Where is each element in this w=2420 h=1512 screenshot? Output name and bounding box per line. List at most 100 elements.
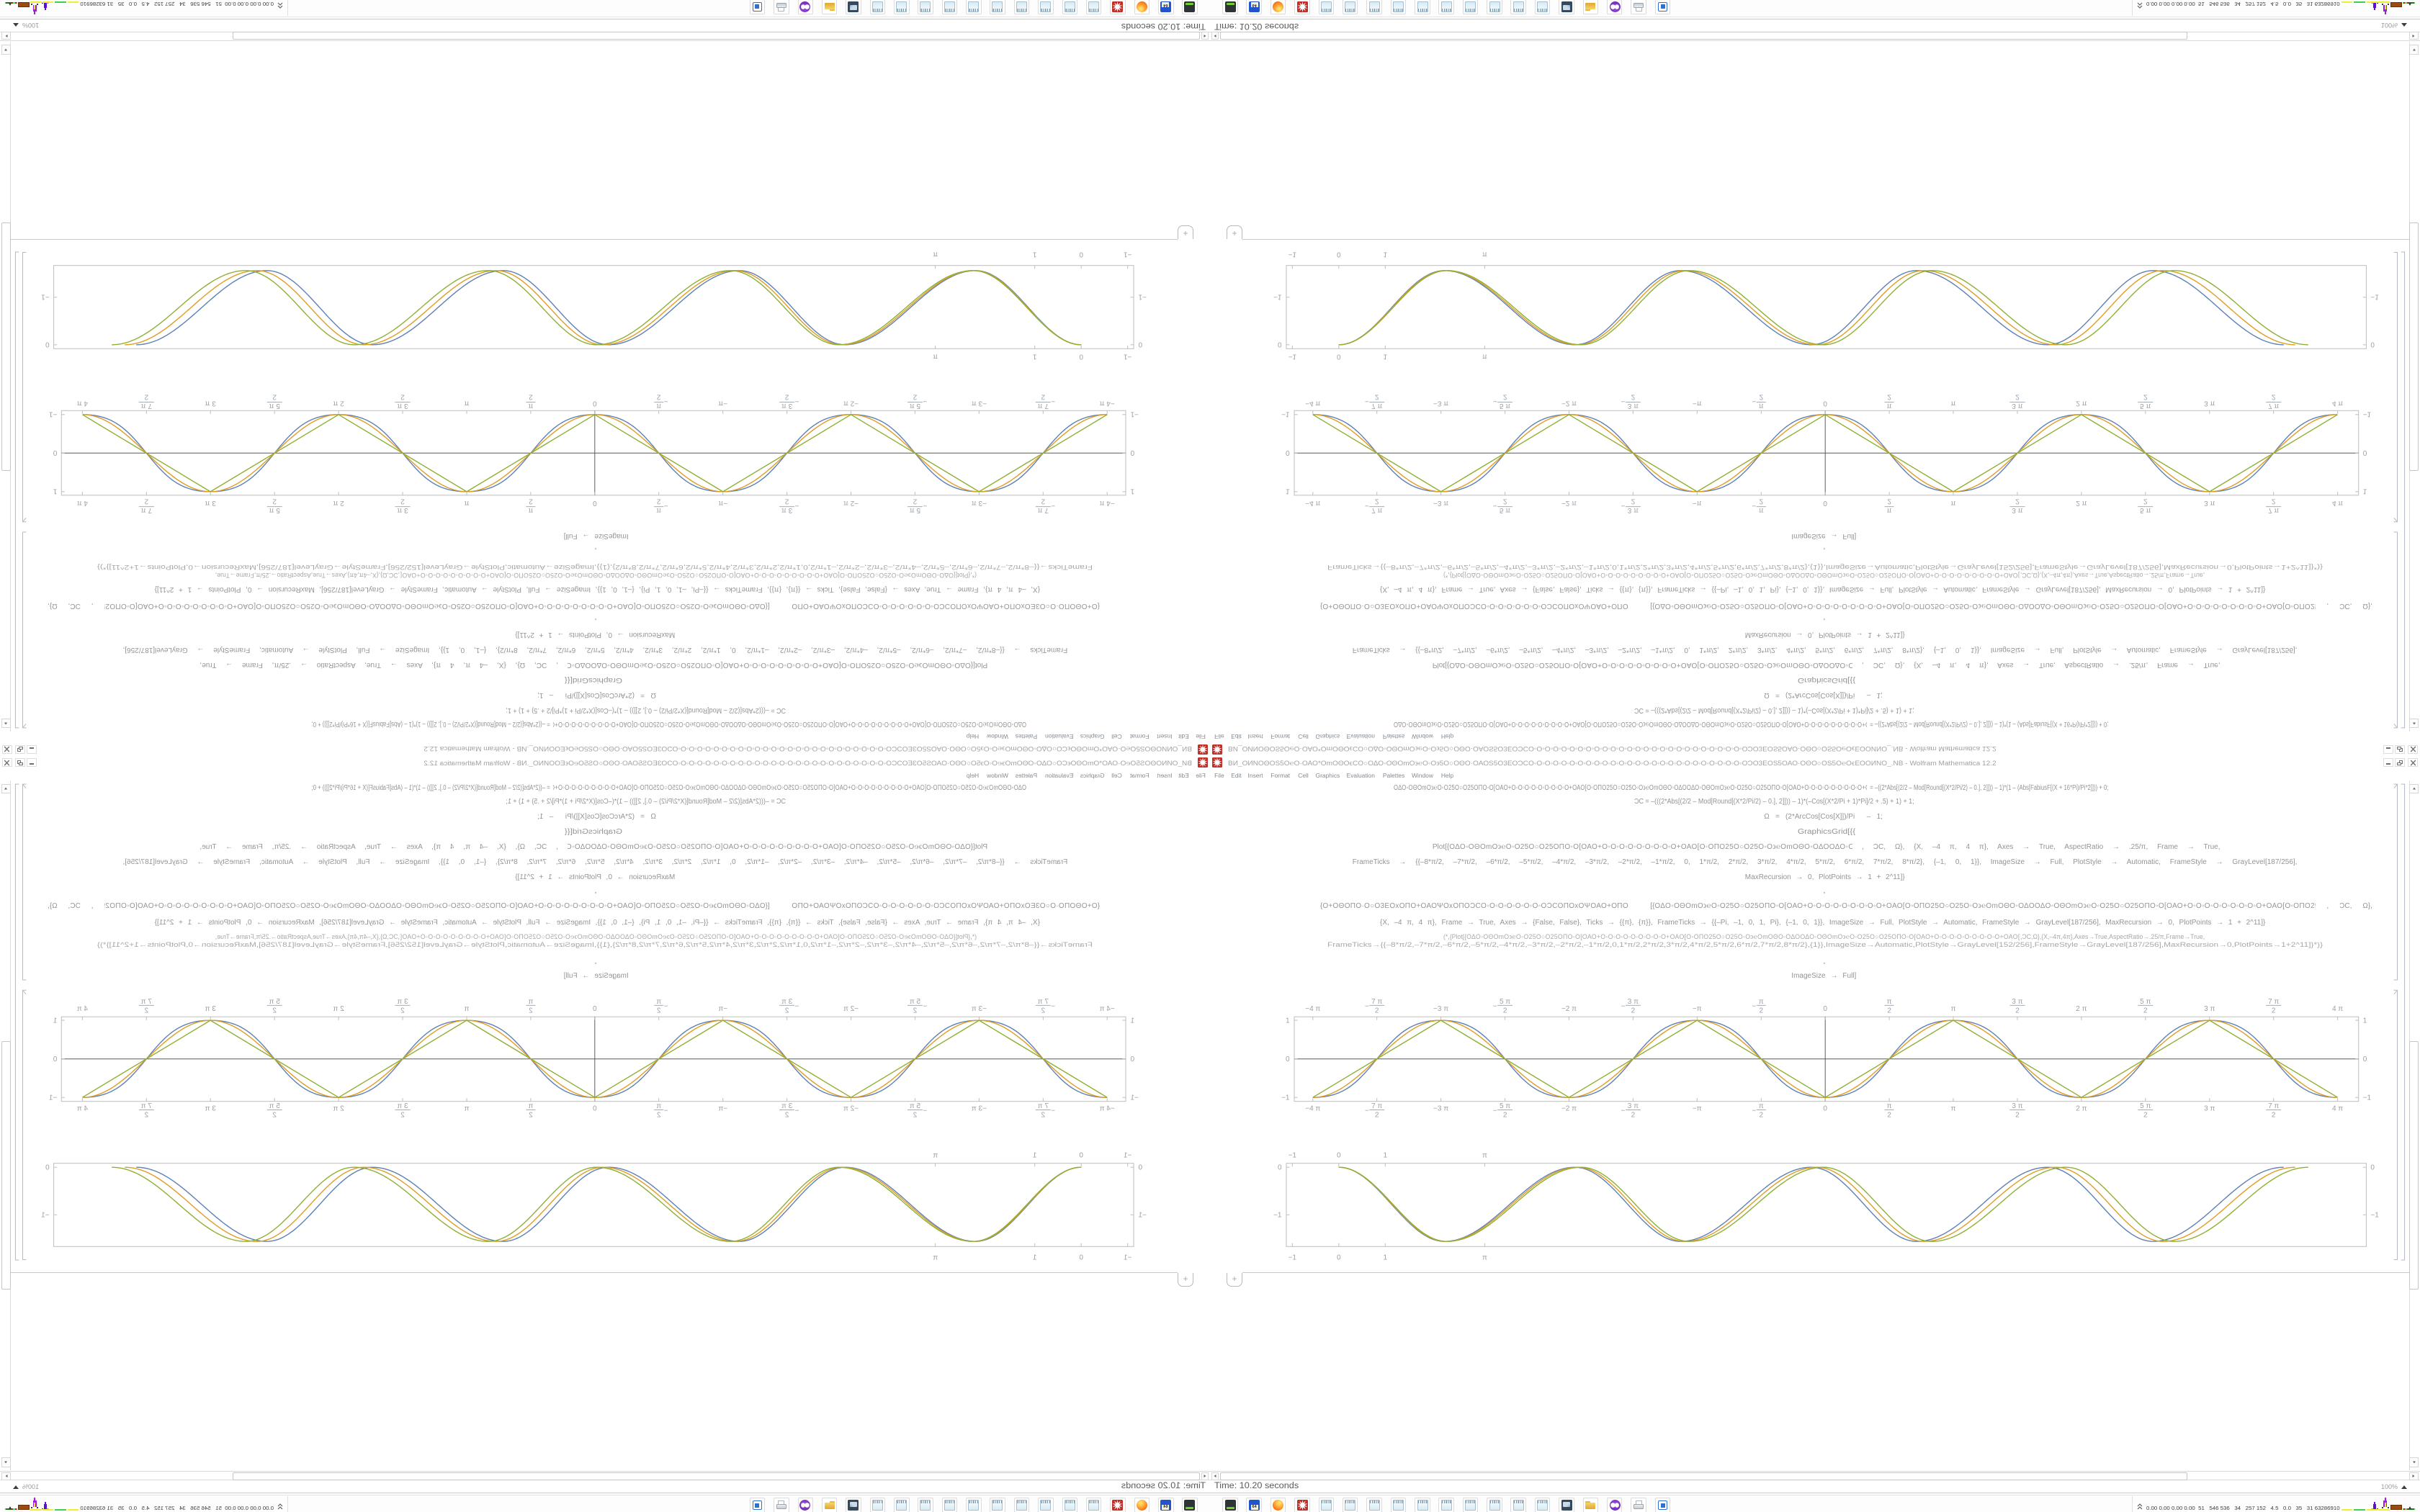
- svg-text:0: 0: [593, 499, 597, 507]
- svg-text:2: 2: [272, 1007, 277, 1015]
- svg-text:4 π: 4 π: [77, 499, 88, 507]
- svg-text:−: −: [923, 397, 927, 405]
- svg-text:3 π: 3 π: [2204, 1005, 2215, 1013]
- svg-text:−1: −1: [1124, 1152, 1132, 1160]
- svg-text:π: π: [1482, 1254, 1487, 1262]
- svg-text:4 π: 4 π: [2332, 400, 2343, 408]
- svg-text:−: −: [664, 397, 668, 405]
- svg-text:−π: −π: [1693, 499, 1702, 507]
- svg-text:2 π: 2 π: [2076, 400, 2087, 408]
- svg-text:0: 0: [45, 1164, 50, 1171]
- svg-text:2: 2: [784, 1007, 789, 1015]
- svg-text:π: π: [1951, 400, 1956, 408]
- svg-text:2: 2: [784, 1112, 789, 1120]
- svg-text:2: 2: [913, 1112, 917, 1120]
- svg-text:2: 2: [1503, 1007, 1507, 1015]
- svg-text:2: 2: [1631, 393, 1636, 401]
- svg-text:−π: −π: [718, 499, 727, 507]
- svg-text:−1: −1: [1273, 1211, 1282, 1219]
- svg-text:2: 2: [656, 393, 660, 401]
- svg-text:π: π: [1951, 499, 1956, 507]
- svg-text:π: π: [656, 1102, 661, 1110]
- svg-text:5 π: 5 π: [2140, 1102, 2151, 1110]
- svg-text:−: −: [794, 1003, 799, 1011]
- svg-text:π: π: [464, 400, 469, 408]
- svg-text:0: 0: [2363, 1056, 2367, 1063]
- svg-text:π: π: [1887, 998, 1892, 1006]
- svg-text:−: −: [1752, 502, 1756, 510]
- svg-text:2: 2: [1631, 498, 1636, 505]
- svg-text:−: −: [1051, 502, 1055, 510]
- svg-text:−: −: [1493, 397, 1497, 405]
- svg-text:−: −: [1621, 1107, 1626, 1115]
- svg-text:3 π: 3 π: [2012, 1102, 2022, 1110]
- svg-text:−1: −1: [1130, 410, 1139, 418]
- svg-text:−1: −1: [1281, 410, 1290, 418]
- svg-text:2: 2: [913, 393, 917, 401]
- svg-text:2: 2: [272, 498, 277, 505]
- svg-text:−: −: [923, 1107, 927, 1115]
- svg-text:7 π: 7 π: [1038, 1102, 1049, 1110]
- svg-text:−π: −π: [718, 1005, 727, 1013]
- svg-text:2: 2: [2015, 1112, 2020, 1120]
- svg-text:π: π: [1482, 353, 1487, 361]
- svg-text:−: −: [1365, 397, 1369, 405]
- svg-text:3 π: 3 π: [781, 506, 792, 514]
- svg-text:−1: −1: [2363, 1094, 2372, 1102]
- svg-text:2: 2: [529, 1112, 533, 1120]
- svg-text:1: 1: [1286, 487, 1290, 495]
- svg-text:π: π: [656, 998, 661, 1006]
- svg-text:1: 1: [53, 1017, 57, 1025]
- svg-text:3 π: 3 π: [1628, 506, 1639, 514]
- svg-text:2: 2: [1375, 1112, 1379, 1120]
- svg-text:−: −: [1051, 397, 1055, 405]
- svg-text:2: 2: [1503, 498, 1507, 505]
- svg-text:−π: −π: [718, 1105, 727, 1113]
- svg-text:2: 2: [2015, 498, 2020, 505]
- svg-text:1: 1: [1032, 251, 1036, 258]
- svg-text:−1: −1: [48, 410, 57, 418]
- svg-text:−1: −1: [2363, 410, 2372, 418]
- svg-text:7 π: 7 π: [141, 1102, 152, 1110]
- svg-text:2: 2: [1041, 393, 1045, 401]
- svg-text:3 π: 3 π: [205, 1005, 215, 1013]
- svg-text:2: 2: [2143, 498, 2148, 505]
- svg-text:2: 2: [1631, 1112, 1636, 1120]
- svg-text:π: π: [1951, 1005, 1956, 1013]
- svg-text:−1: −1: [41, 1211, 50, 1219]
- svg-text:π: π: [528, 1102, 533, 1110]
- svg-text:2: 2: [1041, 1112, 1045, 1120]
- svg-text:2: 2: [1503, 1112, 1507, 1120]
- svg-text:0: 0: [1337, 353, 1341, 361]
- svg-text:1: 1: [2363, 487, 2367, 495]
- svg-text:−3 π: −3 π: [972, 1005, 987, 1013]
- svg-text:5 π: 5 π: [269, 506, 279, 514]
- svg-text:5 π: 5 π: [910, 1102, 920, 1110]
- svg-text:−: −: [1752, 397, 1756, 405]
- svg-text:−2 π: −2 π: [1561, 499, 1577, 507]
- svg-text:2: 2: [1503, 393, 1507, 401]
- svg-text:0: 0: [1286, 1056, 1290, 1063]
- svg-text:2: 2: [400, 393, 405, 401]
- svg-text:π: π: [528, 506, 533, 514]
- svg-text:0: 0: [53, 1056, 57, 1063]
- svg-text:5 π: 5 π: [2140, 506, 2151, 514]
- svg-text:−1: −1: [1138, 1211, 1147, 1219]
- svg-text:−1: −1: [1124, 1254, 1132, 1262]
- svg-text:2: 2: [2143, 393, 2148, 401]
- svg-text:5 π: 5 π: [1500, 402, 1510, 410]
- svg-text:2: 2: [1760, 498, 1764, 505]
- svg-text:2: 2: [1041, 1007, 1045, 1015]
- svg-text:7 π: 7 π: [141, 506, 152, 514]
- svg-text:−4 π: −4 π: [1305, 1005, 1320, 1013]
- svg-text:π: π: [933, 353, 938, 361]
- svg-text:2: 2: [784, 393, 789, 401]
- svg-text:3 π: 3 π: [205, 400, 215, 408]
- svg-text:−: −: [794, 502, 799, 510]
- svg-text:−3 π: −3 π: [1433, 1005, 1448, 1013]
- svg-text:0: 0: [1823, 499, 1827, 507]
- svg-text:2 π: 2 π: [333, 400, 344, 408]
- svg-text:3 π: 3 π: [2204, 499, 2215, 507]
- svg-text:−2 π: −2 π: [1561, 400, 1577, 408]
- svg-text:0: 0: [1138, 341, 1142, 348]
